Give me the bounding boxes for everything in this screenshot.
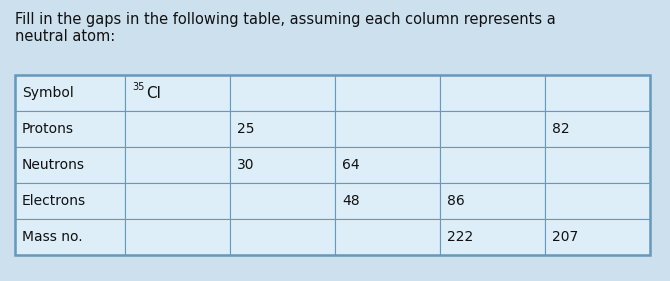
Text: 30: 30 bbox=[237, 158, 255, 172]
Text: 207: 207 bbox=[552, 230, 578, 244]
Text: Mass no.: Mass no. bbox=[22, 230, 82, 244]
Bar bbox=[440, 147, 545, 183]
Bar bbox=[230, 219, 335, 255]
Bar bbox=[230, 75, 335, 111]
Text: Symbol: Symbol bbox=[22, 86, 74, 100]
Text: 48: 48 bbox=[342, 194, 360, 208]
Text: Cl: Cl bbox=[146, 85, 161, 101]
Bar bbox=[545, 111, 650, 147]
Text: 35: 35 bbox=[132, 82, 144, 92]
Bar bbox=[230, 147, 335, 183]
Bar bbox=[15, 75, 125, 111]
Text: 64: 64 bbox=[342, 158, 360, 172]
Bar bbox=[440, 75, 545, 111]
Bar bbox=[230, 183, 335, 219]
Bar bbox=[15, 219, 125, 255]
Bar bbox=[545, 183, 650, 219]
Bar bbox=[125, 219, 230, 255]
Bar bbox=[15, 183, 125, 219]
Bar bbox=[335, 111, 440, 147]
Text: 25: 25 bbox=[237, 122, 255, 136]
Text: 82: 82 bbox=[552, 122, 570, 136]
Bar bbox=[545, 219, 650, 255]
Bar bbox=[440, 183, 545, 219]
Bar bbox=[335, 75, 440, 111]
Bar bbox=[125, 147, 230, 183]
Bar bbox=[125, 75, 230, 111]
Bar bbox=[125, 183, 230, 219]
Bar bbox=[545, 75, 650, 111]
Bar bbox=[335, 147, 440, 183]
Bar bbox=[335, 219, 440, 255]
Text: Fill in the gaps in the following table, assuming each column represents a
neutr: Fill in the gaps in the following table,… bbox=[15, 12, 555, 44]
Bar bbox=[15, 111, 125, 147]
Text: 86: 86 bbox=[447, 194, 465, 208]
Bar bbox=[230, 111, 335, 147]
Bar bbox=[15, 75, 650, 255]
Bar bbox=[440, 111, 545, 147]
Text: 222: 222 bbox=[447, 230, 473, 244]
Bar bbox=[440, 219, 545, 255]
Bar bbox=[15, 147, 125, 183]
Bar bbox=[545, 147, 650, 183]
Bar bbox=[335, 183, 440, 219]
Bar bbox=[125, 111, 230, 147]
Text: Protons: Protons bbox=[22, 122, 74, 136]
Text: Electrons: Electrons bbox=[22, 194, 86, 208]
Text: Neutrons: Neutrons bbox=[22, 158, 85, 172]
